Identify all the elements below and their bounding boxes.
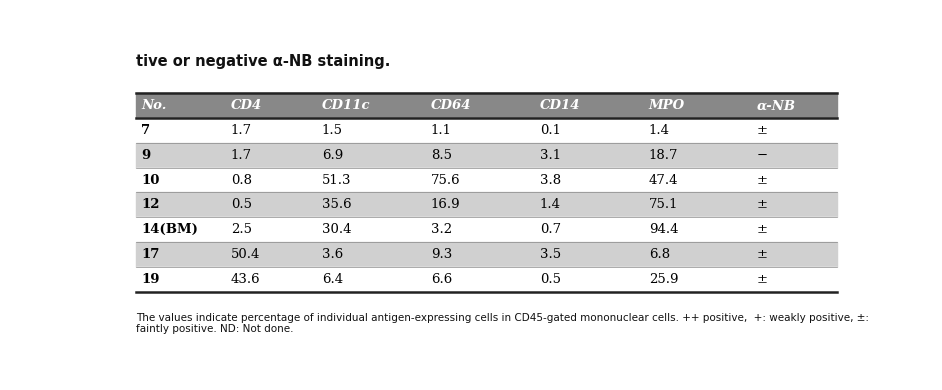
Text: 0.8: 0.8 [231, 174, 252, 186]
Bar [136, 217, 836, 242]
Text: CD4: CD4 [231, 99, 262, 112]
Text: 30.4: 30.4 [321, 223, 351, 236]
Bar [136, 93, 836, 118]
Text: 18.7: 18.7 [649, 149, 678, 162]
Text: α-NB: α-NB [756, 99, 795, 112]
Bar [136, 242, 836, 267]
Text: 3.1: 3.1 [540, 149, 560, 162]
Text: 1.1: 1.1 [430, 124, 451, 137]
Text: ±: ± [756, 248, 768, 261]
Text: 12: 12 [141, 199, 160, 211]
Text: 25.9: 25.9 [649, 273, 678, 285]
Text: 6.9: 6.9 [321, 149, 343, 162]
Text: ±: ± [756, 174, 768, 186]
Text: CD64: CD64 [430, 99, 471, 112]
Text: 1.4: 1.4 [649, 124, 670, 137]
Text: 75.1: 75.1 [649, 199, 678, 211]
Text: 1.7: 1.7 [231, 149, 252, 162]
Text: 1.5: 1.5 [321, 124, 343, 137]
Text: 19: 19 [141, 273, 160, 285]
Text: ±: ± [756, 124, 768, 137]
Bar [136, 168, 836, 192]
Text: 1.7: 1.7 [231, 124, 252, 137]
Text: 43.6: 43.6 [231, 273, 261, 285]
Text: 2.5: 2.5 [231, 223, 252, 236]
Text: tive or negative α-NB staining.: tive or negative α-NB staining. [136, 54, 390, 69]
Bar [136, 192, 836, 217]
Text: 3.8: 3.8 [540, 174, 560, 186]
Text: 6.4: 6.4 [321, 273, 343, 285]
Text: 6.8: 6.8 [649, 248, 670, 261]
Text: 0.5: 0.5 [231, 199, 252, 211]
Text: 3.5: 3.5 [540, 248, 560, 261]
Bar [136, 143, 836, 168]
Bar [136, 267, 836, 292]
Text: 47.4: 47.4 [649, 174, 678, 186]
Text: 0.1: 0.1 [540, 124, 560, 137]
Text: 7: 7 [141, 124, 151, 137]
Text: 9: 9 [141, 149, 151, 162]
Text: 3.2: 3.2 [430, 223, 452, 236]
Text: 8.5: 8.5 [430, 149, 451, 162]
Text: 0.7: 0.7 [540, 223, 560, 236]
Text: 51.3: 51.3 [321, 174, 351, 186]
Text: 1.4: 1.4 [540, 199, 560, 211]
Text: 16.9: 16.9 [430, 199, 461, 211]
Text: 6.6: 6.6 [430, 273, 452, 285]
Text: 9.3: 9.3 [430, 248, 452, 261]
Text: 10: 10 [141, 174, 160, 186]
Text: 35.6: 35.6 [321, 199, 351, 211]
Text: ±: ± [756, 273, 768, 285]
Text: 94.4: 94.4 [649, 223, 678, 236]
Text: 0.5: 0.5 [540, 273, 560, 285]
Text: No.: No. [141, 99, 167, 112]
Text: 3.6: 3.6 [321, 248, 343, 261]
Text: 14(BM): 14(BM) [141, 223, 198, 236]
Text: 50.4: 50.4 [231, 248, 260, 261]
Text: 75.6: 75.6 [430, 174, 461, 186]
Text: ±: ± [756, 223, 768, 236]
Text: 17: 17 [141, 248, 160, 261]
Bar [136, 118, 836, 143]
Text: CD11c: CD11c [321, 99, 370, 112]
Text: −: − [756, 149, 768, 162]
Text: The values indicate percentage of individual antigen-expressing cells in CD45-ga: The values indicate percentage of indivi… [136, 312, 869, 334]
Text: ±: ± [756, 199, 768, 211]
Text: MPO: MPO [649, 99, 685, 112]
Text: CD14: CD14 [540, 99, 580, 112]
